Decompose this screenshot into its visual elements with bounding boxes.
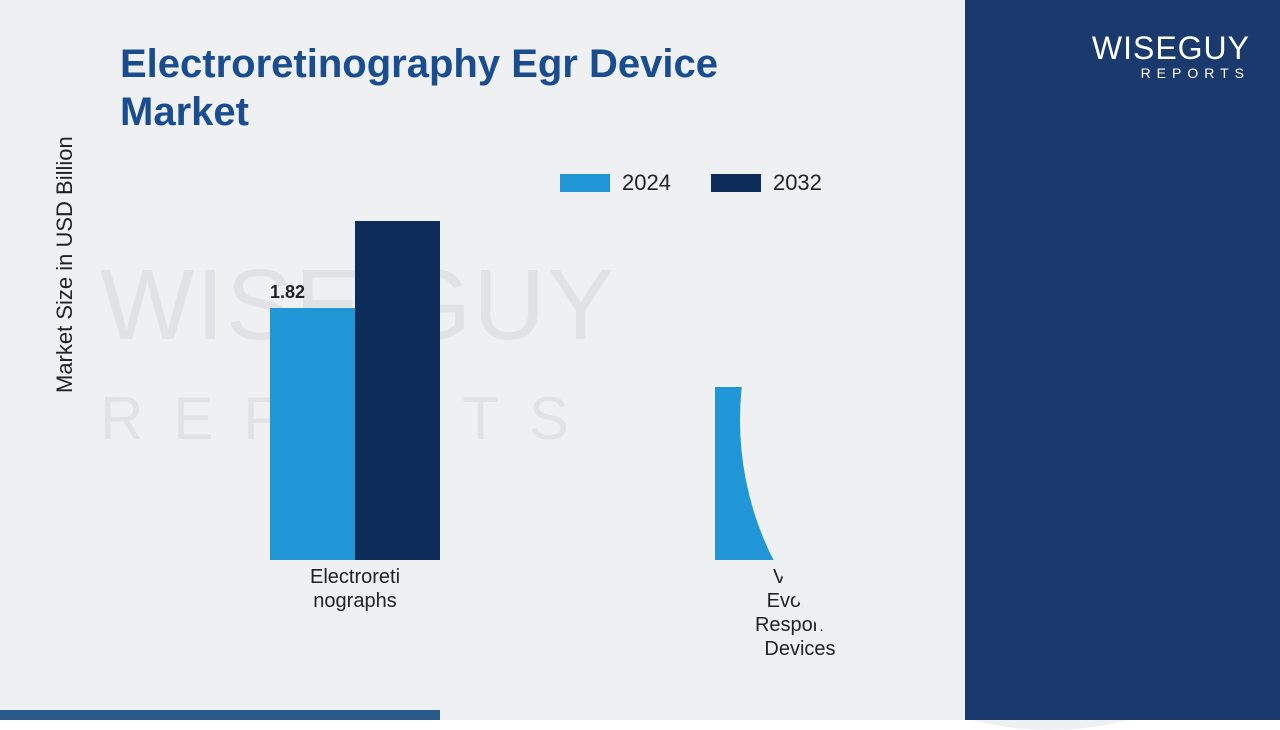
legend-item-2024: 2024 [560,170,671,196]
logo-main-text: WISEGUY [1092,30,1250,67]
brand-logo: WISEGUY REPORTS [1092,30,1250,81]
legend-swatch-2024 [560,174,610,192]
right-brand-panel: WISEGUY REPORTS [965,0,1280,720]
bar-value-label: 1.82 [270,282,305,303]
category-label: Electroretinographs [270,565,440,613]
legend-label-2024: 2024 [622,170,671,196]
chart-title: Electroretinography Egr Device Market [120,40,820,136]
bottom-accent-bar [0,710,440,720]
legend-item-2032: 2032 [711,170,822,196]
bar-group: 1.82Electroretinographs [270,221,440,560]
legend-swatch-2032 [711,174,761,192]
logo-sub-text: REPORTS [1092,65,1250,81]
bar [270,308,355,560]
bar [355,221,440,560]
y-axis-label: Market Size in USD Billion [52,136,78,393]
legend-label-2032: 2032 [773,170,822,196]
legend: 2024 2032 [560,170,822,196]
